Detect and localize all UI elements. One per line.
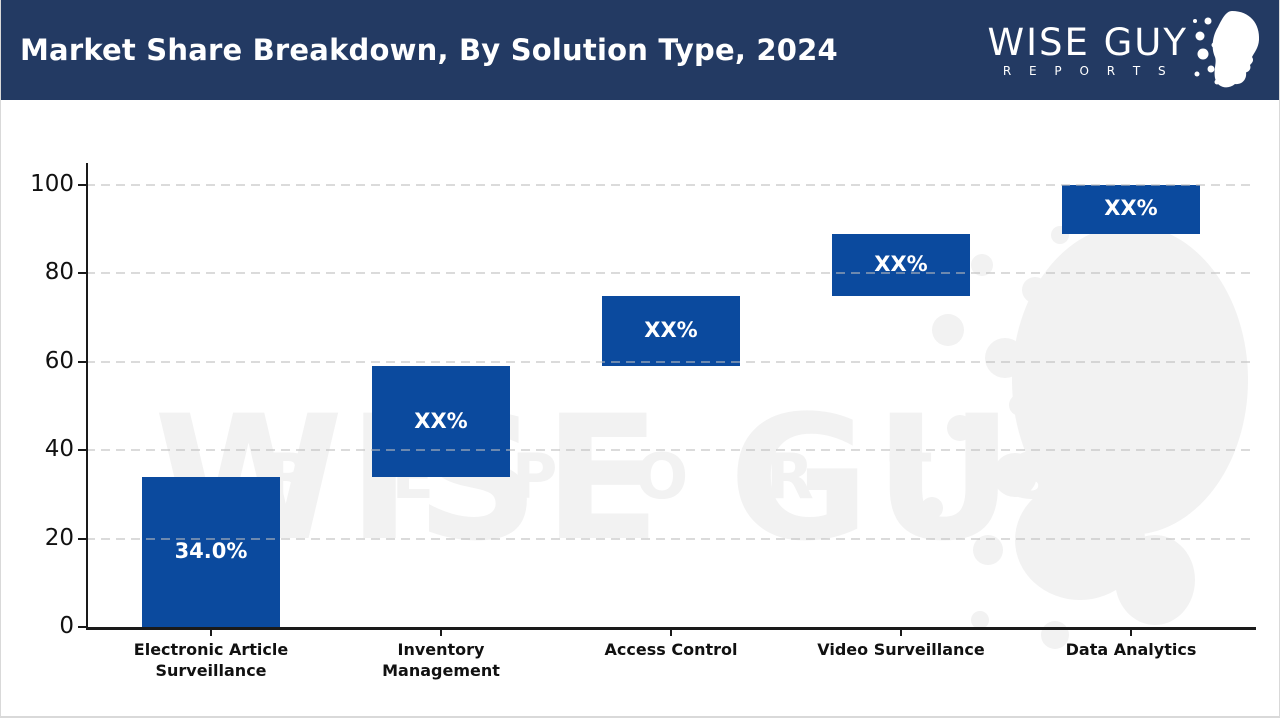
- x-axis-spine: [86, 627, 1256, 630]
- y-axis-spine: [86, 163, 88, 629]
- gridline-80: [86, 272, 1256, 275]
- bar-value-label: XX%: [1104, 196, 1158, 221]
- bar-access-control: XX%: [602, 295, 740, 367]
- gridline-40: [86, 449, 1256, 452]
- x-tick-label: Video Surveillance: [817, 640, 985, 659]
- y-tick-mark: [78, 537, 86, 540]
- x-tick-label: Inventory Management: [382, 640, 500, 680]
- x-tick-mark: [440, 628, 442, 636]
- x-tick-mark: [900, 628, 902, 636]
- x-tick-mark: [1130, 628, 1132, 636]
- y-tick-mark: [78, 360, 86, 363]
- x-tick-label: Access Control: [604, 640, 738, 659]
- header-bar: Market Share Breakdown, By Solution Type…: [0, 0, 1280, 100]
- gridline-100: [86, 184, 1256, 187]
- y-tick-mark: [78, 272, 86, 275]
- bar-electronic-article-surveillance: 34.0%: [142, 476, 280, 627]
- watermark-face: [921, 225, 1248, 649]
- y-tick-label: 40: [44, 436, 74, 463]
- bar-value-label: XX%: [644, 317, 698, 342]
- y-tick-label: 100: [30, 171, 74, 198]
- wiseguy-logo: WISE GUY R E P O R T S: [988, 6, 1266, 94]
- y-tick-label: 60: [44, 347, 74, 374]
- y-tick-label: 20: [44, 524, 74, 551]
- x-tick-label: Data Analytics: [1065, 640, 1197, 659]
- y-tick-label: 0: [59, 613, 74, 639]
- x-tick-mark: [670, 628, 672, 636]
- chart: WISE GUY REPORTS 34.0% XX% XX% XX% XX% 0 20 40 6…: [0, 100, 1280, 718]
- page-title: Market Share Breakdown, By Solution Type…: [20, 33, 838, 67]
- logo-wordmark: WISE GUY: [987, 20, 1188, 64]
- x-tick-mark: [210, 628, 212, 636]
- bar-value-label: 34.0%: [174, 538, 248, 563]
- logo-wordmark-block: WISE GUY R E P O R T S: [987, 20, 1188, 78]
- bar-value-label: XX%: [414, 408, 468, 433]
- gridline-20: [86, 537, 1256, 540]
- y-tick-mark: [78, 626, 86, 628]
- y-tick-label: 80: [44, 259, 74, 286]
- logo-reports-text: R E P O R T S: [1002, 63, 1173, 78]
- bar-data-analytics: XX%: [1062, 185, 1200, 234]
- logo-face-icon: [1193, 11, 1260, 88]
- gridline-60: [86, 360, 1256, 363]
- y-tick-mark: [78, 184, 86, 187]
- bar-video-surveillance: XX%: [832, 233, 970, 296]
- bar-inventory-management: XX%: [372, 366, 510, 477]
- x-tick-label: Electronic Article Surveillance: [133, 640, 289, 680]
- bar-value-label: XX%: [874, 251, 928, 276]
- y-tick-mark: [78, 449, 86, 452]
